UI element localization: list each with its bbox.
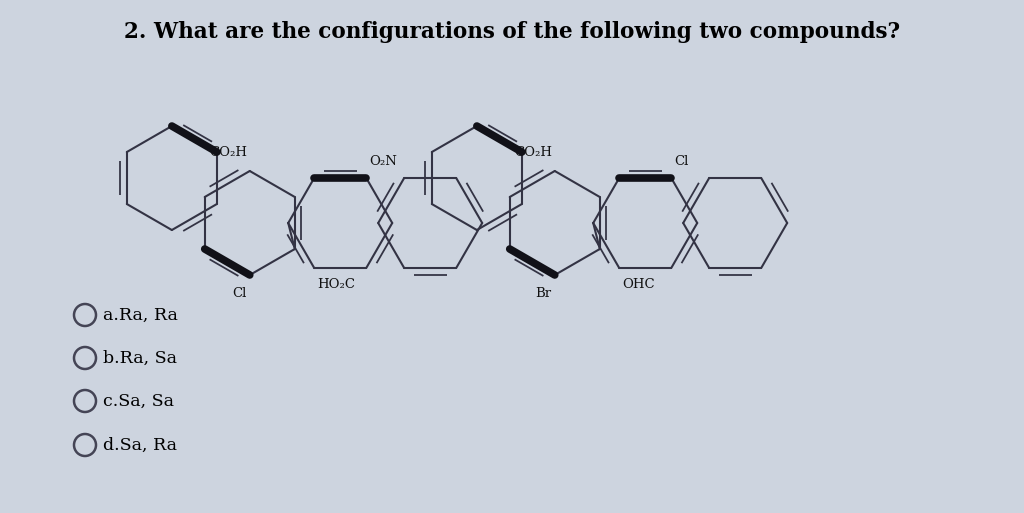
Text: c.Sa, Sa: c.Sa, Sa — [103, 392, 174, 409]
Text: Cl: Cl — [674, 155, 688, 168]
Text: O₂N: O₂N — [370, 155, 397, 168]
Text: OHC: OHC — [623, 278, 655, 291]
Text: a.Ra, Ra: a.Ra, Ra — [103, 306, 178, 324]
Text: 2. What are the configurations of the following two compounds?: 2. What are the configurations of the fo… — [124, 21, 900, 43]
Text: CO₂H: CO₂H — [209, 146, 247, 159]
Text: Cl: Cl — [232, 287, 247, 300]
Text: Br: Br — [536, 287, 552, 300]
Text: d.Sa, Ra: d.Sa, Ra — [103, 437, 177, 453]
Text: CO₂H: CO₂H — [514, 146, 552, 159]
Text: HO₂C: HO₂C — [317, 278, 355, 291]
Text: b.Ra, Sa: b.Ra, Sa — [103, 349, 177, 366]
